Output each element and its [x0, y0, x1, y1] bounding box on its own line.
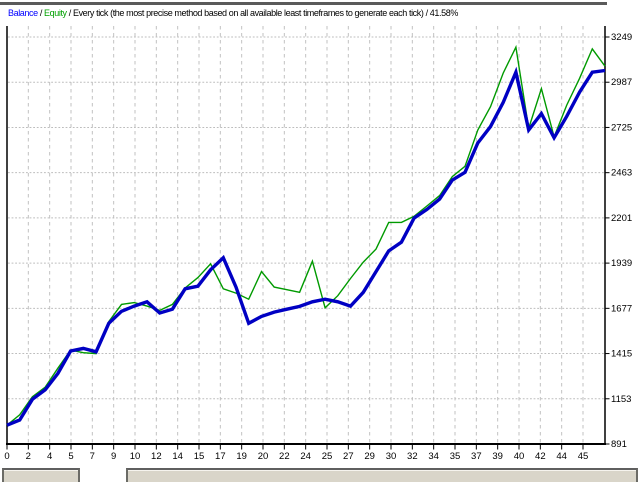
y-axis-label: 891	[611, 439, 627, 450]
x-axis-label: 39	[492, 451, 503, 462]
equity-legend-label: Equity	[44, 8, 67, 18]
x-axis-label: 30	[386, 451, 397, 462]
x-axis-label: 4	[47, 451, 52, 462]
bottom-panel-right	[126, 468, 638, 482]
y-axis-label: 2725	[611, 122, 632, 133]
x-axis-label: 35	[450, 451, 461, 462]
legend-separator: /	[423, 8, 430, 18]
x-axis-label: 42	[535, 451, 546, 462]
x-axis-label: 17	[215, 451, 226, 462]
result-percent: 41.58%	[429, 8, 459, 18]
x-axis-label: 2	[26, 451, 31, 462]
x-axis-label: 14	[172, 451, 183, 462]
x-axis-label: 19	[236, 451, 247, 462]
y-axis-label: 2987	[611, 77, 632, 88]
x-axis-label: 0	[4, 451, 9, 462]
x-axis-label: 34	[428, 451, 439, 462]
y-axis-label: 1677	[611, 303, 632, 314]
x-axis-label: 29	[364, 451, 375, 462]
x-axis-label: 12	[151, 451, 162, 462]
bottom-panel-left	[2, 468, 80, 482]
x-axis-label: 44	[556, 451, 567, 462]
x-axis-label: 22	[279, 451, 290, 462]
y-axis-label: 1939	[611, 258, 632, 269]
x-axis-label: 15	[194, 451, 205, 462]
x-axis-label: 25	[322, 451, 333, 462]
x-axis-label: 45	[578, 451, 589, 462]
x-axis-label: 40	[514, 451, 525, 462]
balance-legend-label: Balance	[8, 8, 38, 18]
x-axis-label: 9	[111, 451, 116, 462]
legend-separator: /	[37, 8, 45, 18]
y-axis-label: 3249	[611, 32, 632, 43]
y-axis-label: 2463	[611, 168, 632, 179]
x-axis-label: 20	[258, 451, 269, 462]
model-description: Every tick (the most precise method base…	[72, 8, 424, 18]
x-axis-label: 27	[343, 451, 354, 462]
y-axis-label: 2201	[611, 213, 632, 224]
y-axis-label: 1415	[611, 349, 632, 360]
legend-separator: /	[66, 8, 73, 18]
x-axis-label: 5	[68, 451, 73, 462]
graph-panel-top-border	[0, 2, 607, 5]
x-axis-label: 10	[130, 451, 141, 462]
balance-line	[6, 66, 606, 427]
x-axis-label: 32	[407, 451, 418, 462]
x-axis-label: 7	[90, 451, 95, 462]
x-axis-label: 37	[471, 451, 482, 462]
y-axis-label: 1153	[611, 394, 631, 405]
x-axis-label: 24	[300, 451, 311, 462]
chart-header-legend: Balance / Equity / Every tick (the most …	[8, 8, 608, 22]
